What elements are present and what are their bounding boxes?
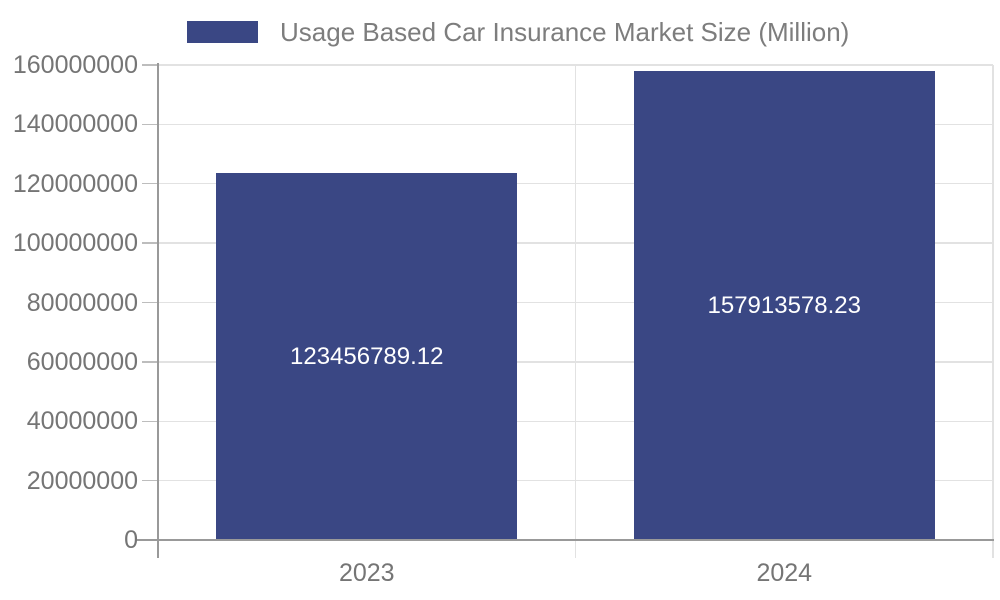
x-axis-line (137, 538, 994, 541)
x-tick-mark (574, 540, 577, 558)
y-tick-mark (142, 420, 157, 422)
bar-value-label: 123456789.12 (290, 342, 444, 370)
y-axis-tick-label: 80000000 (26, 288, 138, 317)
y-tick-mark (142, 479, 157, 482)
chart-legend: Usage Based Car Insurance Market Size (M… (187, 17, 849, 47)
y-tick-mark (142, 183, 157, 185)
y-axis-tick-label: 60000000 (26, 347, 138, 376)
y-tick-mark (142, 123, 157, 126)
y-axis-tick-label: 20000000 (26, 466, 138, 495)
bar-value-label: 157913578.23 (707, 291, 862, 319)
y-axis-tick-label: 0 (124, 526, 138, 554)
bar-2024: 157913578.23 (633, 71, 935, 540)
x-axis-tick-label: 2024 (756, 559, 813, 587)
y-tick-mark (142, 64, 157, 66)
legend-swatch (187, 21, 258, 43)
y-axis-line (156, 63, 159, 558)
x-axis-tick-label: 2023 (338, 559, 395, 587)
y-tick-mark (142, 242, 157, 244)
bar-2023: 123456789.12 (216, 173, 518, 540)
category-separator-line (992, 65, 994, 540)
y-tick-mark (142, 301, 157, 304)
x-tick-mark (992, 540, 994, 558)
y-axis-tick-label: 40000000 (26, 407, 138, 436)
y-tick-mark (142, 361, 157, 363)
legend-label: Usage Based Car Insurance Market Size (M… (280, 16, 850, 47)
y-axis-tick-label: 120000000 (12, 169, 138, 198)
y-axis-tick-label: 140000000 (12, 110, 138, 139)
y-axis-tick-label: 160000000 (12, 51, 138, 79)
category-separator-line (574, 65, 577, 540)
y-gridline (158, 64, 993, 66)
y-axis-tick-label: 100000000 (12, 229, 138, 258)
